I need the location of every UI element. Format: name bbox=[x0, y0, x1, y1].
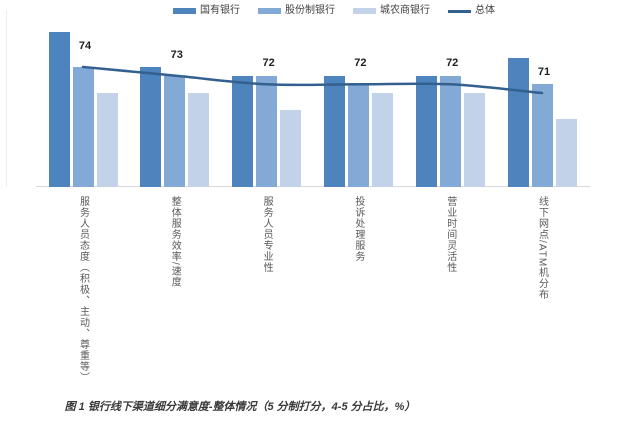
bar-城农商银行-c3 bbox=[280, 110, 302, 187]
legend-label-overall: 总体 bbox=[475, 5, 495, 16]
legend-item-joint-stock-banks: 股份制银行 bbox=[258, 6, 335, 16]
bar-股份制银行-c5 bbox=[439, 75, 461, 187]
bar-股份制银行-c4 bbox=[347, 84, 369, 187]
bar-股份制银行-c2 bbox=[164, 75, 186, 187]
chart-legend: 国有银行 股份制银行 城农商银行 总体 bbox=[173, 3, 495, 19]
data-label-overall-c6: 71 bbox=[537, 66, 551, 78]
data-label-overall-c4: 72 bbox=[354, 57, 367, 70]
bar-城农商银行-c6 bbox=[555, 119, 577, 187]
legend-label-city-rural-banks: 城农商银行 bbox=[380, 5, 430, 16]
legend-item-city-rural-banks: 城农商银行 bbox=[353, 6, 430, 16]
legend-swatch-joint-stock-banks bbox=[258, 8, 281, 14]
legend-label-state-owned-banks: 国有银行 bbox=[200, 5, 240, 16]
bar-城农商银行-c1 bbox=[96, 93, 118, 187]
legend-swatch-state-owned-banks bbox=[173, 8, 196, 14]
category-label-6: 线下网点/ATM机分布 bbox=[536, 196, 548, 301]
bar-城农商银行-c2 bbox=[188, 93, 210, 187]
category-label-5: 营业时间灵活性 bbox=[444, 196, 456, 273]
data-label-overall-c1: 74 bbox=[78, 39, 92, 52]
bar-股份制银行-c1 bbox=[72, 66, 94, 187]
bar-城农商银行-c5 bbox=[463, 93, 485, 187]
plot-left-border bbox=[6, 10, 7, 187]
bar-国有银行-c4 bbox=[323, 75, 345, 187]
legend-item-overall: 总体 bbox=[448, 6, 495, 16]
legend-swatch-city-rural-banks bbox=[353, 8, 376, 14]
legend-item-state-owned-banks: 国有银行 bbox=[173, 6, 240, 16]
bar-股份制银行-c6 bbox=[531, 84, 553, 187]
bar-国有银行-c3 bbox=[232, 75, 254, 187]
bar-城农商银行-c4 bbox=[371, 93, 393, 187]
legend-label-joint-stock-banks: 股份制银行 bbox=[285, 5, 335, 16]
bar-股份制银行-c3 bbox=[256, 75, 278, 187]
data-label-overall-c2: 73 bbox=[170, 48, 183, 61]
category-label-2: 整体服务效率/速度 bbox=[169, 196, 181, 288]
bar-国有银行-c1 bbox=[48, 32, 70, 187]
bar-国有银行-c6 bbox=[507, 58, 529, 187]
category-label-3: 服务人员专业性 bbox=[261, 196, 273, 273]
data-label-overall-c5: 72 bbox=[446, 57, 459, 70]
category-label-4: 投诉处理服务 bbox=[352, 196, 364, 262]
bar-国有银行-c5 bbox=[415, 75, 437, 187]
x-axis-line bbox=[36, 186, 590, 187]
bar-国有银行-c2 bbox=[140, 66, 162, 187]
category-label-1: 服务人员态度（积极、主动、尊重等） bbox=[77, 196, 89, 383]
data-label-overall-c3: 72 bbox=[262, 57, 275, 70]
figure-caption: 图 1 银行线下渠道细分满意度-整体情况（5 分制打分，4-5 分占比，%） bbox=[64, 401, 416, 413]
legend-swatch-overall-line bbox=[448, 9, 471, 13]
